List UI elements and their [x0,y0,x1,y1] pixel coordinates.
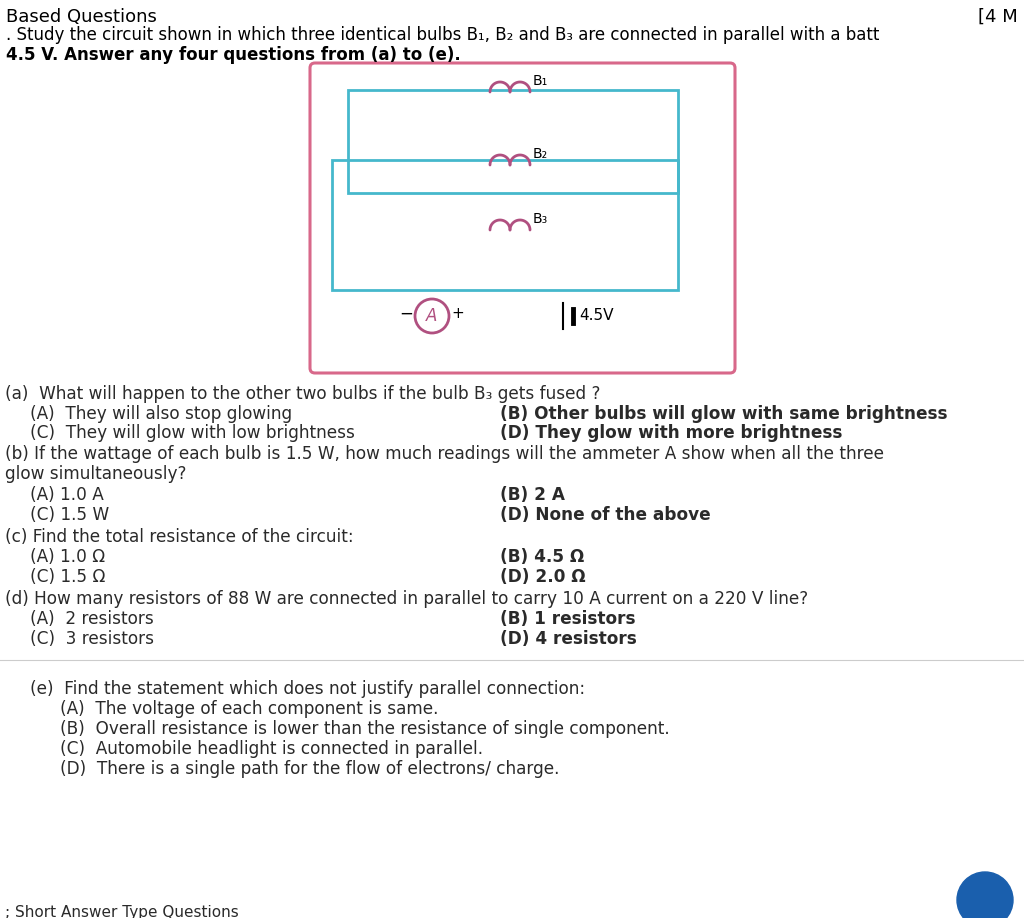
Text: B₁: B₁ [534,74,548,88]
Circle shape [957,872,1013,918]
Text: (A)  They will also stop glowing: (A) They will also stop glowing [30,405,292,423]
Text: (d) How many resistors of 88 W are connected in parallel to carry 10 A current o: (d) How many resistors of 88 W are conne… [5,590,808,608]
Text: (e)  Find the statement which does not justify parallel connection:: (e) Find the statement which does not ju… [30,680,585,698]
Text: (B) 1 resistors: (B) 1 resistors [500,610,636,628]
Text: . Study the circuit shown in which three identical bulbs B₁, B₂ and B₃ are conne: . Study the circuit shown in which three… [6,26,880,44]
Text: (A) 1.0 Ω: (A) 1.0 Ω [30,548,105,566]
Text: (A)  The voltage of each component is same.: (A) The voltage of each component is sam… [60,700,438,718]
Text: Based Questions: Based Questions [6,8,157,26]
FancyBboxPatch shape [310,63,735,373]
Text: (A) 1.0 A: (A) 1.0 A [30,486,103,504]
Text: (B)  Overall resistance is lower than the resistance of single component.: (B) Overall resistance is lower than the… [60,720,670,738]
Text: ; Short Answer Type Questions: ; Short Answer Type Questions [5,905,239,918]
Text: +: + [451,307,464,321]
Text: (B) 4.5 Ω: (B) 4.5 Ω [500,548,585,566]
Text: glow simultaneously?: glow simultaneously? [5,465,186,483]
Text: A: A [426,307,437,325]
Text: (D) 4 resistors: (D) 4 resistors [500,630,637,648]
Text: [4 M: [4 M [978,8,1018,26]
Text: −: − [399,305,413,323]
Text: (c) Find the total resistance of the circuit:: (c) Find the total resistance of the cir… [5,528,353,546]
Text: (C)  They will glow with low brightness: (C) They will glow with low brightness [30,424,355,442]
Text: (B) Other bulbs will glow with same brightness: (B) Other bulbs will glow with same brig… [500,405,947,423]
Text: (C) 1.5 Ω: (C) 1.5 Ω [30,568,105,586]
Text: (A)  2 resistors: (A) 2 resistors [30,610,154,628]
Text: (D) None of the above: (D) None of the above [500,506,711,524]
Text: B₂: B₂ [534,147,548,161]
Bar [348,90,678,193]
Text: (B) 2 A: (B) 2 A [500,486,565,504]
Text: (C)  Automobile headlight is connected in parallel.: (C) Automobile headlight is connected in… [60,740,483,758]
Bar [332,160,678,290]
Text: (D) They glow with more brightness: (D) They glow with more brightness [500,424,843,442]
Text: (D)  There is a single path for the flow of electrons/ charge.: (D) There is a single path for the flow … [60,760,559,778]
Text: (b) If the wattage of each bulb is 1.5 W, how much readings will the ammeter A s: (b) If the wattage of each bulb is 1.5 W… [5,445,884,463]
Text: (C)  3 resistors: (C) 3 resistors [30,630,154,648]
Text: 4.5 V. Answer any four questions from (a) to (e).: 4.5 V. Answer any four questions from (a… [6,46,461,64]
Text: (a)  What will happen to the other two bulbs if the bulb B₃ gets fused ?: (a) What will happen to the other two bu… [5,385,600,403]
Text: (C) 1.5 W: (C) 1.5 W [30,506,110,524]
Text: (D) 2.0 Ω: (D) 2.0 Ω [500,568,586,586]
Text: B₃: B₃ [534,212,548,226]
Text: 4.5V: 4.5V [579,308,613,322]
